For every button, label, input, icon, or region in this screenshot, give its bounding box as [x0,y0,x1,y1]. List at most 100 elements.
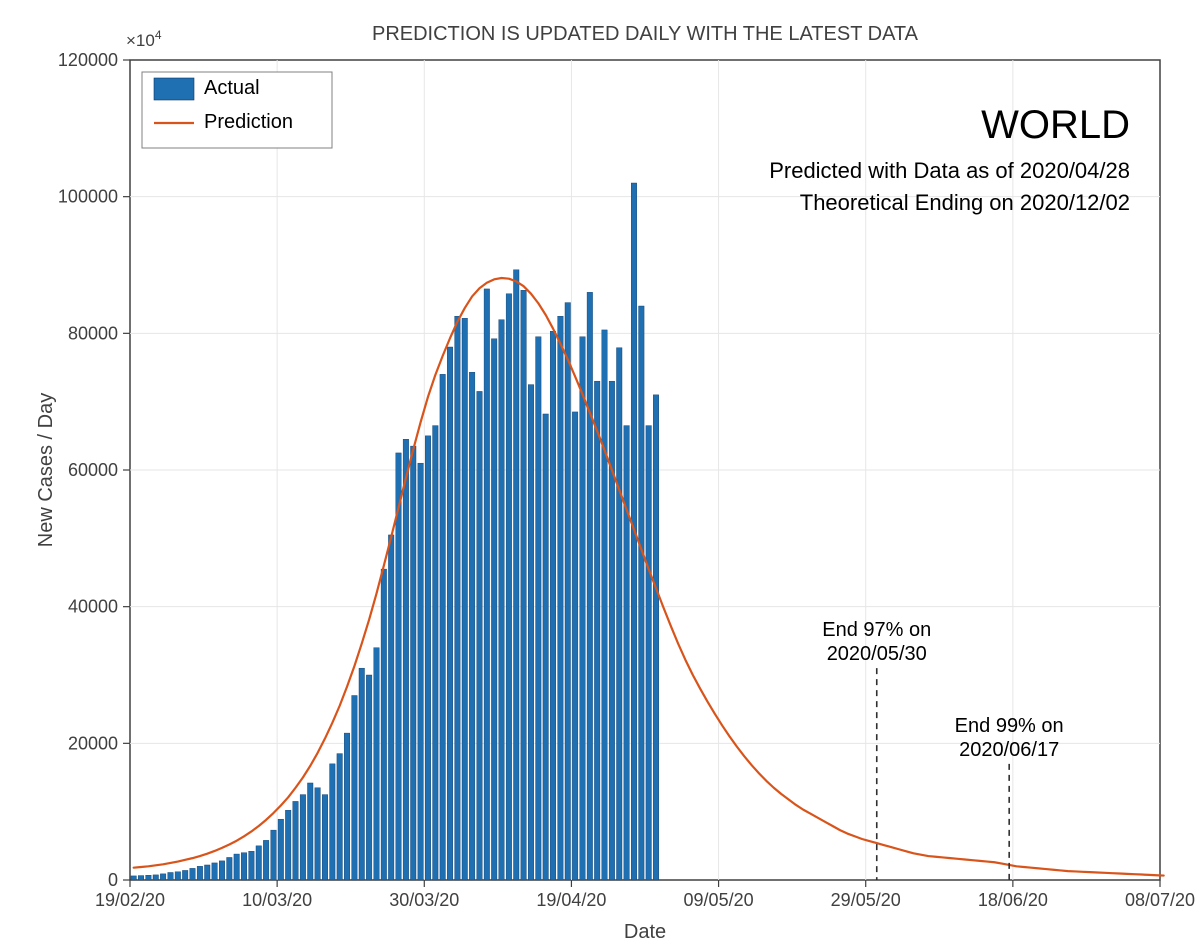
bar-actual [455,316,461,880]
ytick-label: 0 [108,870,118,890]
bar-actual [344,733,350,880]
xtick-label: 09/05/20 [684,890,754,910]
bar-actual [491,339,497,880]
bar-actual [528,385,534,880]
bar-actual [278,819,284,880]
bar-actual [182,870,188,880]
bar-actual [639,306,645,880]
bar-actual [219,861,225,880]
bar-actual [624,426,630,880]
bar-actual [285,810,291,880]
heading-subtitle: Theoretical Ending on 2020/12/02 [800,190,1130,215]
bar-actual [536,337,542,880]
chart-title: PREDICTION IS UPDATED DAILY WITH THE LAT… [372,23,919,45]
marker-label: End 97% on [822,619,931,641]
bar-actual [543,414,549,880]
bar-actual [337,754,343,880]
bar-actual [168,872,174,880]
bar-actual [263,840,269,880]
bar-actual [293,801,299,880]
xtick-label: 19/04/20 [536,890,606,910]
bar-actual [462,318,468,880]
bar-actual [315,788,321,880]
bar-actual [381,569,387,880]
bar-actual [572,412,578,880]
ytick-label: 100000 [58,187,118,207]
prediction-chart: End 97% on2020/05/30 End 99% on2020/06/17… [0,0,1200,952]
legend-swatch-bar [154,78,194,100]
bar-actual [307,783,313,880]
marker-label: 2020/06/17 [959,739,1059,761]
bar-actual [484,289,490,880]
xtick-label: 30/03/20 [389,890,459,910]
bar-actual [499,320,505,880]
bar-actual [366,675,372,880]
bar-actual [653,395,659,880]
marker-label: End 99% on [955,715,1064,737]
xtick-label: 19/02/20 [95,890,165,910]
bar-actual [204,865,210,880]
bar-actual [131,876,137,880]
bar-actual [249,851,255,880]
bar-actual [469,372,475,880]
bar-actual [241,853,247,880]
legend-label: Actual [204,77,260,99]
bar-actual [433,426,439,880]
bar-actual [175,872,181,880]
bar-actual [558,316,564,880]
bar-actual [550,331,556,880]
bar-actual [425,436,431,880]
bar-actual [234,854,240,880]
xtick-label: 10/03/20 [242,890,312,910]
bar-actual [352,696,358,881]
bar-actual [506,294,512,880]
bar-actual [300,795,306,880]
bar-actual [477,391,483,880]
bar-actual [330,764,336,880]
ytick-label: 80000 [68,323,118,343]
bar-actual [646,426,652,880]
bar-actual [602,330,608,880]
bar-actual [271,830,277,880]
heading-subtitle: Predicted with Data as of 2020/04/28 [769,158,1130,183]
bar-actual [565,303,571,880]
x-axis-label: Date [624,921,666,943]
bar-actual [447,347,453,880]
bar-actual [153,875,159,880]
chart-container: End 97% on2020/05/30 End 99% on2020/06/17… [0,0,1200,952]
heading-title: WORLD [981,103,1130,147]
bar-actual [212,863,218,880]
bar-actual [374,648,380,880]
ytick-label: 40000 [68,597,118,617]
xtick-label: 18/06/20 [978,890,1048,910]
bar-actual [322,795,328,880]
bar-actual [513,270,519,880]
xtick-label: 29/05/20 [831,890,901,910]
bar-actual [256,846,262,880]
bar-actual [197,866,203,880]
bar-actual [160,874,166,880]
y-axis-label: New Cases / Day [35,393,57,548]
bar-actual [418,463,424,880]
bar-actual [146,875,152,880]
bar-actual [388,535,394,880]
bar-actual [440,374,446,880]
marker-label: 2020/05/30 [827,643,927,665]
bar-actual [521,290,527,880]
bar-actual [138,876,144,880]
ytick-label: 120000 [58,50,118,70]
xtick-label: 08/07/20 [1125,890,1195,910]
ytick-label: 20000 [68,733,118,753]
bar-actual [616,348,622,880]
legend-label: Prediction [204,111,293,133]
bar-actual [190,868,196,880]
bar-actual [594,381,600,880]
bar-actual [587,292,593,880]
ytick-label: 60000 [68,460,118,480]
bar-actual [403,439,409,880]
bar-actual [580,337,586,880]
bar-actual [609,381,615,880]
bar-actual [227,857,233,880]
bar-actual [410,446,416,880]
bar-actual [359,668,365,880]
